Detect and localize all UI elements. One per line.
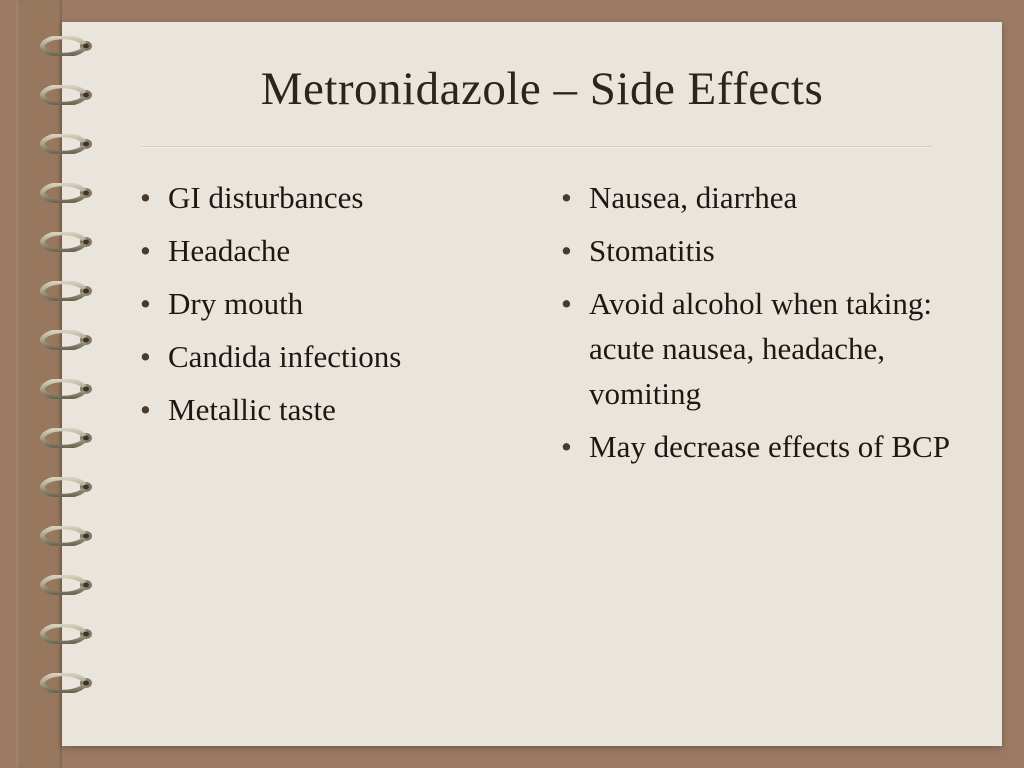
bullet-item: GI disturbances	[134, 176, 531, 221]
binder-spine	[16, 0, 62, 768]
bullet-item: Headache	[134, 229, 531, 274]
left-column: GI disturbances Headache Dry mouth Candida …	[134, 176, 531, 478]
bullet-item: Candida infections	[134, 335, 531, 380]
right-bullet-list: Nausea, diarrhea Stomatitis Avoid alcohol …	[555, 176, 952, 470]
slide-title: Metronidazole – Side Effects	[142, 62, 942, 116]
bullet-item: May decrease effects of BCP	[555, 425, 952, 470]
left-bullet-list: GI disturbances Headache Dry mouth Candida …	[134, 176, 531, 433]
bullet-item: Metallic taste	[134, 388, 531, 433]
right-column: Nausea, diarrhea Stomatitis Avoid alcohol …	[555, 176, 952, 478]
slide-surface: Metronidazole – Side Effects GI disturba…	[62, 22, 1002, 746]
bullet-item: Stomatitis	[555, 229, 952, 274]
bullet-item: Dry mouth	[134, 282, 531, 327]
title-block: Metronidazole – Side Effects	[62, 22, 1002, 128]
bullet-item: Nausea, diarrhea	[555, 176, 952, 221]
slide-body: GI disturbances Headache Dry mouth Candida …	[62, 148, 1002, 478]
bullet-item: Avoid alcohol when taking: acute nausea,…	[555, 282, 952, 417]
slide-frame: Metronidazole – Side Effects GI disturba…	[0, 0, 1024, 768]
